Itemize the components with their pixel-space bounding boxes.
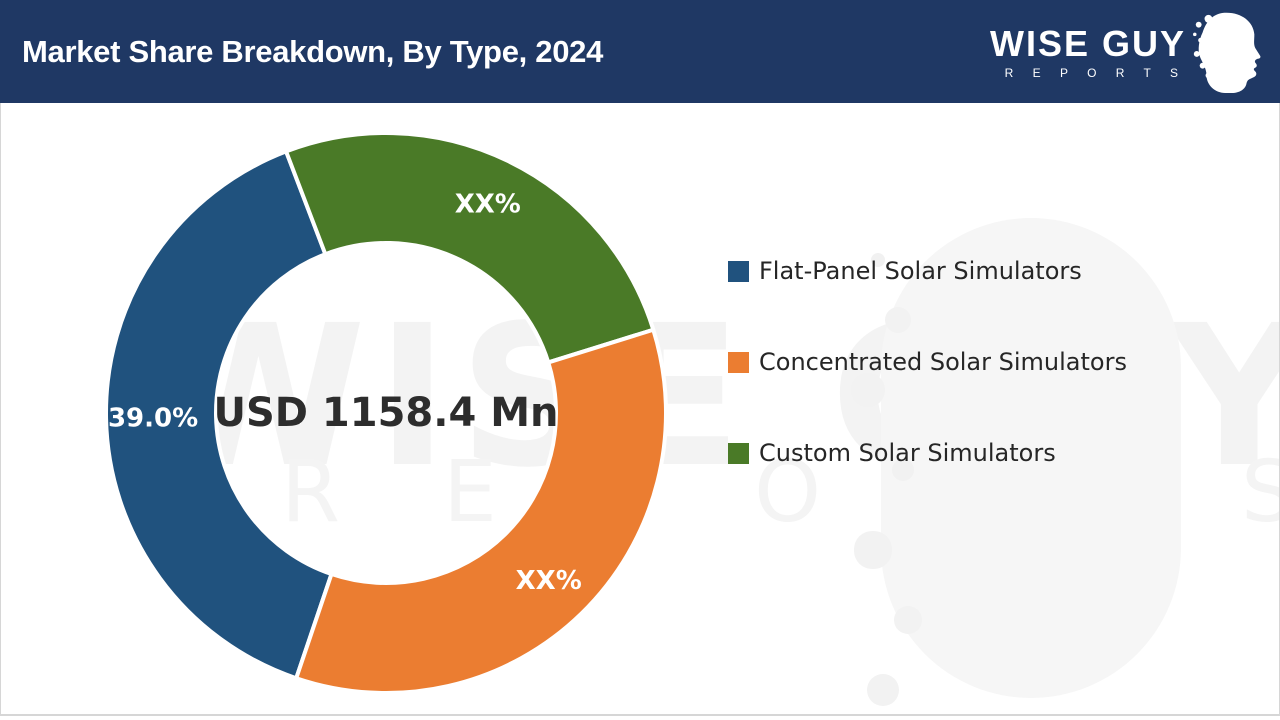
legend-item-flat-panel: Flat-Panel Solar Simulators: [728, 255, 1127, 287]
page-title: Market Share Breakdown, By Type, 2024: [22, 33, 604, 69]
donut-chart: 39.0% XX% XX%: [104, 131, 668, 695]
chart-area: WISE GUY R E P O R T S 39.0% XX% XX% USD 1…: [0, 103, 1280, 716]
donut-segment: [284, 131, 656, 365]
donut-segment: [104, 149, 334, 681]
chart-center-value: USD 1158.4 Mn: [213, 390, 559, 436]
donut-segment: [294, 327, 668, 695]
legend-swatch-green: [728, 442, 749, 464]
logo-head-icon: [1193, 12, 1261, 93]
wise-guy-logo: WISE GUY R E P O R T S: [990, 11, 1262, 93]
legend-label: Custom Solar Simulators: [759, 439, 1056, 467]
legend: Flat-Panel Solar Simulators Concentrated…: [728, 255, 1127, 469]
legend-item-custom: Custom Solar Simulators: [728, 437, 1127, 469]
header-bar: Market Share Breakdown, By Type, 2024 WI…: [0, 0, 1280, 103]
segment-percent-label: XX%: [516, 566, 582, 596]
legend-item-concentrated: Concentrated Solar Simulators: [728, 346, 1127, 378]
legend-swatch-orange: [728, 351, 749, 373]
logo-name: WISE GUY: [989, 22, 1186, 64]
segment-percent-label: XX%: [455, 189, 521, 219]
legend-label: Concentrated Solar Simulators: [759, 348, 1127, 376]
segment-percent-label: 39.0%: [108, 403, 198, 433]
watermark-dots: [871, 253, 885, 267]
legend-swatch-blue: [728, 260, 749, 282]
logo-subtitle: R E P O R T S: [1004, 65, 1186, 80]
watermark-head: [881, 218, 1181, 698]
logo-wordmark: WISE GUY R E P O R T S: [989, 22, 1186, 80]
legend-label: Flat-Panel Solar Simulators: [759, 257, 1082, 285]
